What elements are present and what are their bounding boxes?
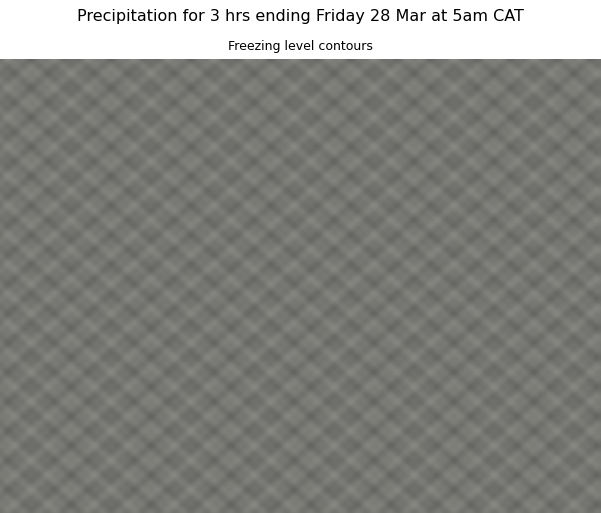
Text: Precipitation for 3 hrs ending Friday 28 Mar at 5am CAT: Precipitation for 3 hrs ending Friday 28… (77, 9, 524, 24)
Text: Freezing level contours: Freezing level contours (228, 40, 373, 52)
